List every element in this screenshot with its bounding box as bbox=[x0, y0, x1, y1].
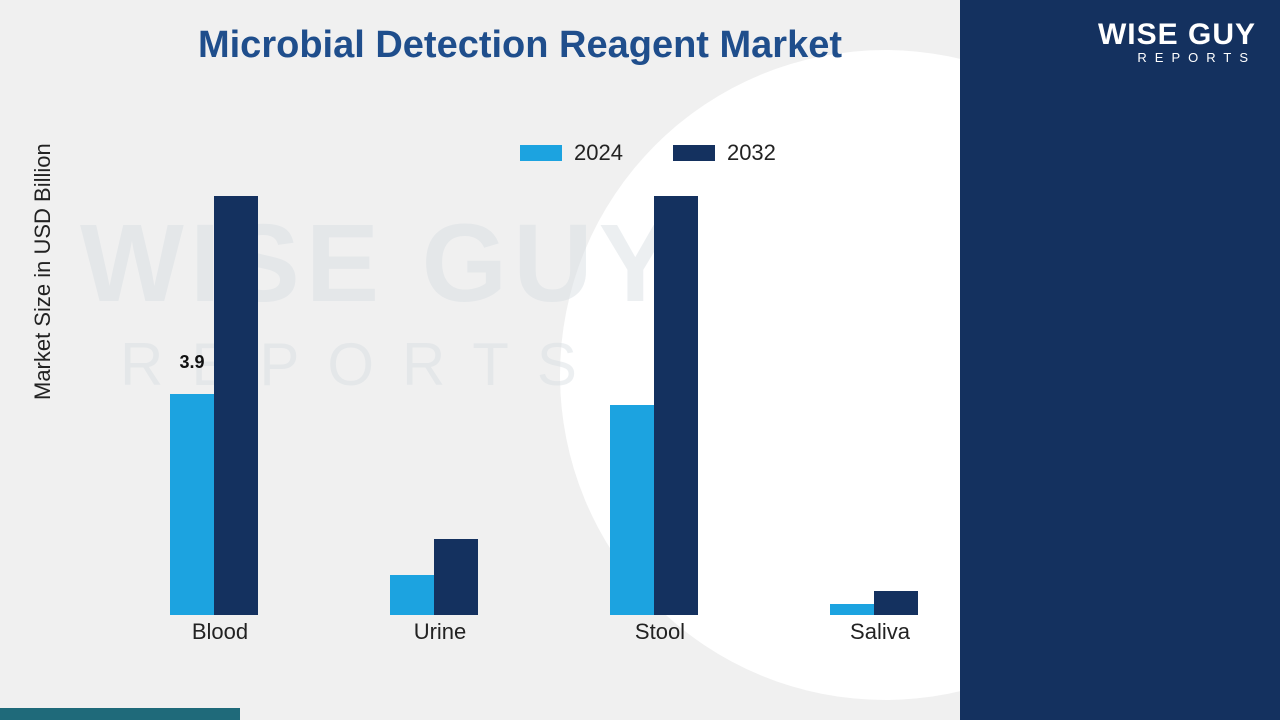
chart-plot-area: 3.9 Blood Urine Stool Saliva bbox=[100, 190, 970, 645]
chart-title: Microbial Detection Reagent Market bbox=[120, 24, 920, 67]
category-label: Blood bbox=[160, 619, 280, 645]
legend-swatch-2032 bbox=[673, 145, 715, 161]
brand-logo: WISE GUY REPORTS bbox=[1098, 18, 1256, 65]
legend-swatch-2024 bbox=[520, 145, 562, 161]
right-brand-panel bbox=[960, 0, 1280, 720]
bar-2024 bbox=[390, 575, 434, 615]
bar-2032 bbox=[434, 539, 478, 616]
legend: 2024 2032 bbox=[520, 140, 776, 166]
legend-item-2032: 2032 bbox=[673, 140, 776, 166]
chart-canvas: WISE GUY REPORTS Microbial Detection Rea… bbox=[0, 0, 1280, 720]
category-label: Saliva bbox=[820, 619, 940, 645]
bar-2032 bbox=[654, 196, 698, 615]
y-axis-label: Market Size in USD Billion bbox=[30, 143, 56, 400]
logo-sub-text: REPORTS bbox=[1098, 50, 1256, 65]
legend-label-2032: 2032 bbox=[727, 140, 776, 166]
bar-plot: 3.9 Blood Urine Stool Saliva bbox=[100, 190, 970, 645]
legend-item-2024: 2024 bbox=[520, 140, 623, 166]
bar-2024 bbox=[610, 405, 654, 615]
bar-2032 bbox=[874, 591, 918, 615]
bar-2024 bbox=[830, 604, 874, 615]
bottom-accent-bar bbox=[0, 708, 240, 720]
category-label: Stool bbox=[600, 619, 720, 645]
category-label: Urine bbox=[380, 619, 500, 645]
logo-main-text: WISE GUY bbox=[1098, 18, 1256, 52]
bar-2024 bbox=[170, 394, 214, 615]
bar-2032 bbox=[214, 196, 258, 615]
legend-label-2024: 2024 bbox=[574, 140, 623, 166]
value-label: 3.9 bbox=[179, 352, 204, 373]
